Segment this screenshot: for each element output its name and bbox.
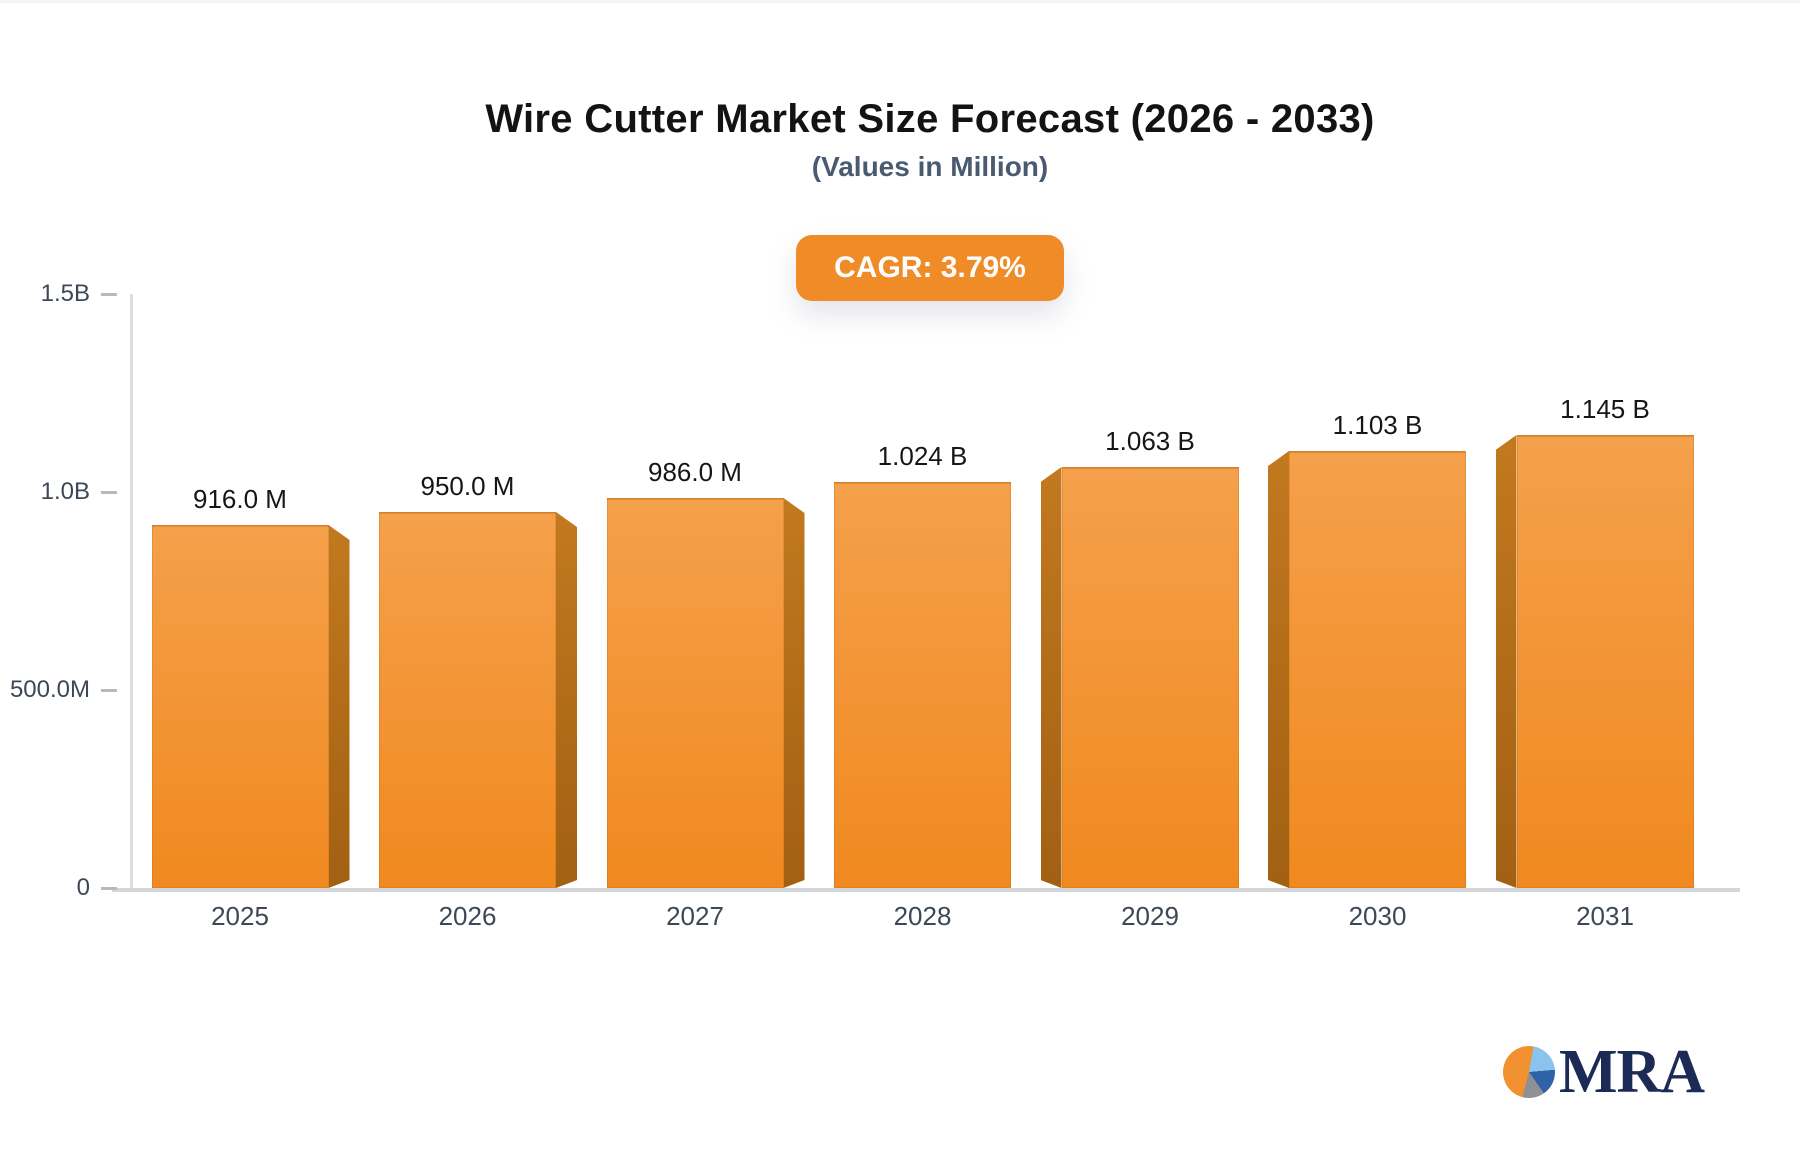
bar-2027 [606, 498, 805, 888]
bar-value-label: 950.0 M [420, 471, 515, 501]
bar-side-face [1268, 451, 1289, 888]
bar-2031 [1495, 435, 1694, 888]
bar-value-label: 916.0 M [193, 484, 287, 514]
bar-front-face [151, 525, 329, 888]
y-axis-tick-label: 1.5B [40, 280, 90, 307]
bar-chart-plot: 1.5B 1.0B 500.0M 0 916.0 M 2025 950.0 M 2026 986… [0, 3, 1800, 1156]
x-axis-label-2026: 2026 [438, 901, 497, 931]
x-axis-label-2027: 2027 [666, 901, 724, 931]
y-axis-tick-mark [101, 887, 117, 890]
bar-side-face [1495, 435, 1517, 888]
bar-front-face [834, 482, 1011, 888]
bar-side-face [556, 512, 577, 888]
bar-2029 [1040, 467, 1239, 888]
y-axis-tick-mark [101, 491, 117, 494]
bar-value-label: 1.063 B [1105, 426, 1195, 456]
y-axis-tick-label: 500.0M [9, 676, 90, 703]
chart-subtitle: (Values in Million) [811, 151, 1049, 182]
bar-front-face [379, 512, 556, 888]
chart-header: Wire Cutter Market Size Forecast (2026 -… [60, 3, 1800, 301]
y-axis-tick-label: 0 [76, 874, 90, 901]
y-axis-tick-mark [101, 689, 117, 692]
x-axis-label-2031: 2031 [1576, 901, 1634, 931]
bar-side-face [783, 498, 805, 888]
bar-front-face [1289, 451, 1466, 888]
pie-chart-logo-icon [1503, 1046, 1555, 1098]
cagr-badge: CAGR: 3.79% [796, 235, 1064, 301]
bar-2030 [1268, 451, 1466, 888]
bar-2025 [151, 525, 350, 888]
bar-2028 [834, 482, 1011, 888]
bar-front-face [1516, 435, 1694, 888]
x-axis-line [112, 888, 1740, 892]
x-axis-label-2029: 2029 [1121, 901, 1179, 931]
bar-value-label: 1.024 B [877, 441, 968, 471]
bar-2026 [379, 512, 577, 888]
y-axis-line [130, 294, 133, 892]
bar-side-face [328, 525, 350, 888]
x-axis-label-2028: 2028 [893, 901, 952, 931]
brand-logo-text: MRA [1559, 1038, 1705, 1106]
chart-title: Wire Cutter Market Size Forecast (2026 -… [485, 97, 1375, 141]
x-axis-label-2030: 2030 [1348, 901, 1407, 931]
bar-value-label: 1.145 B [1560, 394, 1650, 424]
x-axis-label-2025: 2025 [211, 901, 269, 931]
bar-value-label: 1.103 B [1332, 410, 1423, 440]
bar-front-face [606, 498, 784, 888]
y-axis-tick-mark [101, 293, 117, 296]
brand-logo: MRA [1503, 1038, 1705, 1106]
y-axis-tick-label: 1.0B [40, 478, 90, 505]
bar-side-face [1040, 467, 1062, 888]
bar-front-face [1061, 467, 1239, 888]
bar-value-label: 986.0 M [648, 457, 742, 487]
